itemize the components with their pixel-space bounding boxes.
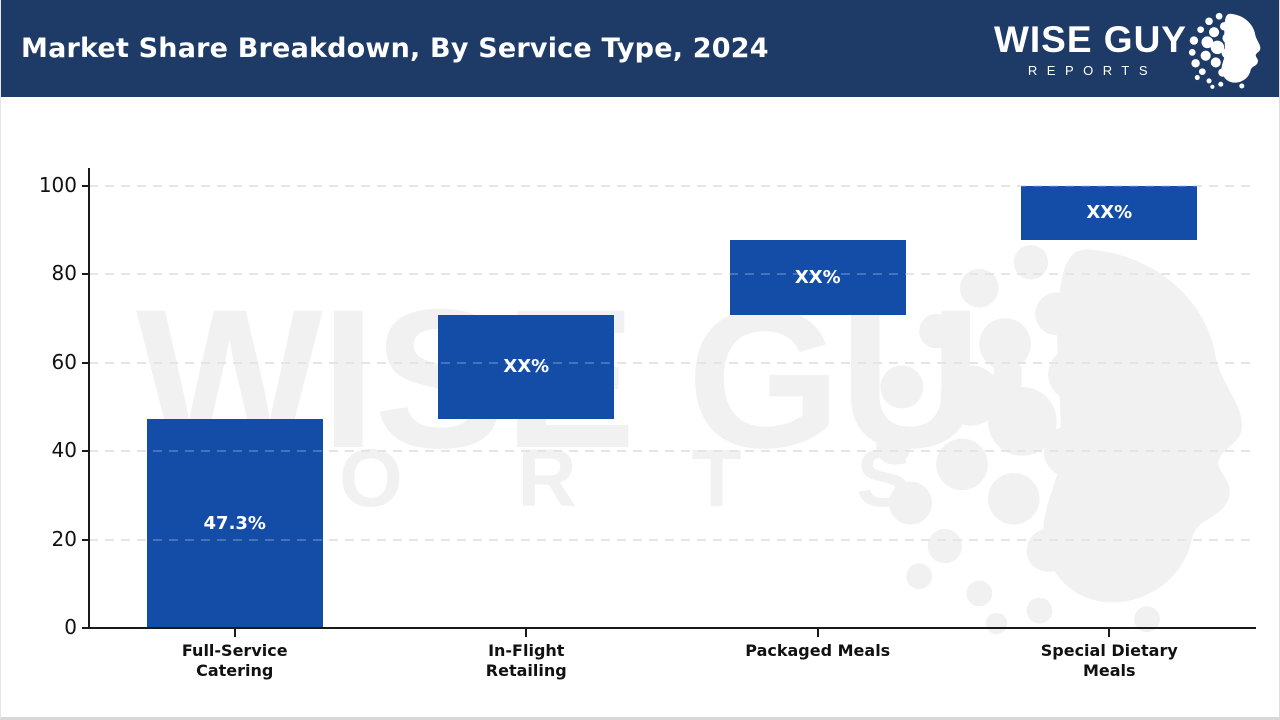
x-axis-tick [816,629,819,637]
logo-head-icon [1188,12,1261,89]
bar-segment: XX% [1021,186,1198,240]
header: Market Share Breakdown, By Service Type,… [1,0,1279,97]
bar-value-label: XX% [794,266,841,288]
logo-wordmark: WISE GUY [993,18,1187,60]
grid-line-overlay [89,273,1255,276]
y-axis-tick [82,361,89,364]
wise-guy-reports-logo: WISE GUY REPORTS [994,7,1267,91]
x-axis-tick [525,629,528,637]
logo-subtitle: REPORTS [1027,62,1158,78]
grid-line [89,450,1255,453]
y-tick-label: 60 [51,349,77,374]
y-tick-label: 80 [51,261,77,286]
grid-line [89,273,1255,276]
y-axis-tick [82,185,89,187]
bar-segment: XX% [438,315,615,419]
grid-line-overlay [89,185,1255,187]
category-label: In-Flight Retailing [485,641,567,680]
y-tick-label: 0 [64,615,77,639]
logo-text: WISE GUY REPORTS [994,21,1187,77]
category-label: Special Dietary Meals [1040,641,1178,680]
bar-segment: 47.3% [146,418,323,628]
grid-line [89,185,1255,187]
grid-line [89,361,1255,364]
bar-value-label: 47.3% [203,512,266,534]
grid-line-overlay [89,538,1255,541]
grid-line [89,538,1255,541]
category-label: Packaged Meals [745,641,891,660]
page-title: Market Share Breakdown, By Service Type,… [21,33,769,64]
y-tick-label: 20 [51,526,77,551]
bar-value-label: XX% [1086,202,1133,224]
grid-line-overlay [89,450,1255,453]
bar-segment: XX% [729,239,906,316]
grid-line-overlay [89,361,1255,364]
y-axis-tick [82,450,89,453]
y-axis-tick [82,627,89,629]
y-axis-tick [82,273,89,276]
bar-value-label: XX% [503,356,550,378]
x-axis-line [88,627,1256,629]
y-tick-label: 100 [38,173,77,197]
y-tick-label: 40 [51,438,77,463]
x-axis-tick [1108,629,1111,637]
category-label: Full-Service Catering [181,641,288,680]
y-axis-line [88,168,90,629]
y-axis-tick [82,538,89,541]
watermark-head-icon [876,245,1243,635]
x-axis-tick [233,629,236,637]
